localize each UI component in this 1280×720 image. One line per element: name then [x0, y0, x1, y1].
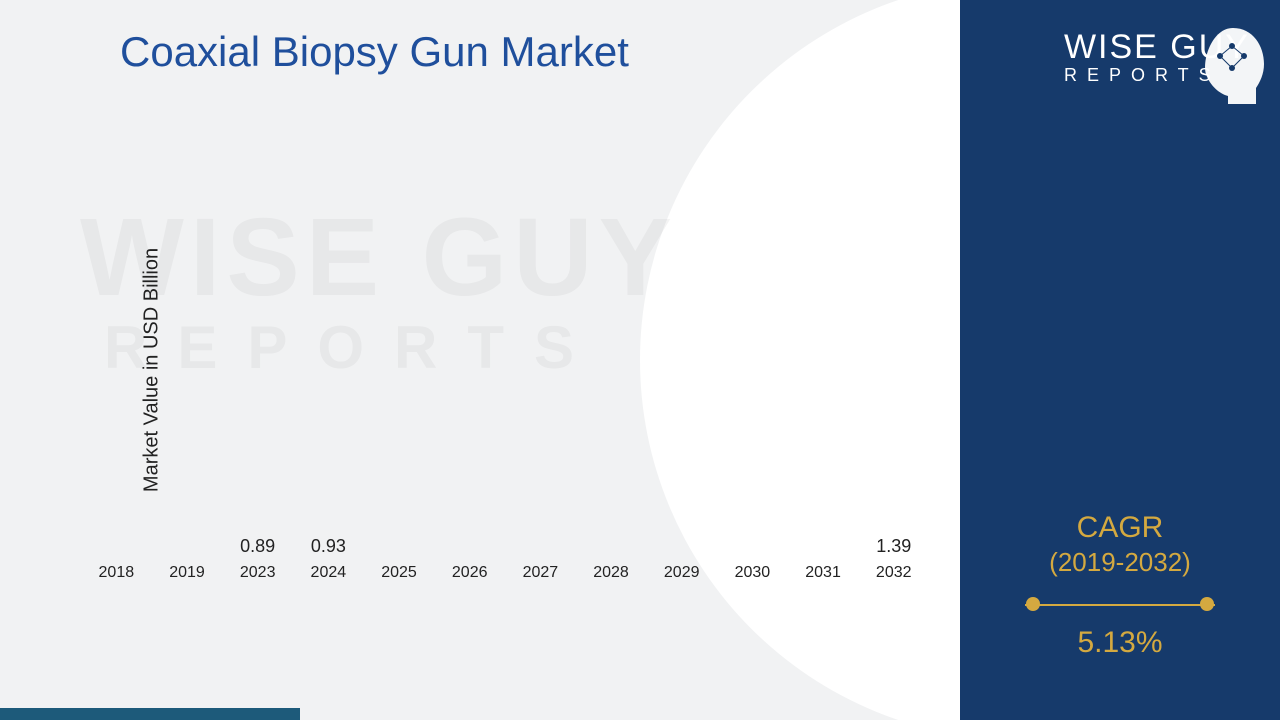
cagr-value: 5.13%: [990, 626, 1250, 660]
cagr-range: (2019-2032): [990, 547, 1250, 578]
x-tick-label: 2029: [655, 564, 708, 590]
chart-area: Market Value in USD Billion 0.890.931.39…: [40, 150, 920, 590]
cagr-label: CAGR: [990, 511, 1250, 545]
x-tick-label: 2027: [514, 564, 567, 590]
bar-column: [90, 536, 143, 560]
bar-column: [797, 536, 850, 560]
bottom-accent-bar: [0, 708, 300, 720]
bar-column: [655, 536, 708, 560]
x-tick-label: 2030: [726, 564, 779, 590]
x-tick-label: 2024: [302, 564, 355, 590]
bar-column: 1.39: [867, 536, 920, 560]
x-tick-label: 2018: [90, 564, 143, 590]
x-tick-label: 2028: [585, 564, 638, 590]
bar-value-label: 0.93: [311, 536, 346, 556]
page-root: WISE GUY REPORTS Coaxial Biopsy Gun Mark…: [0, 0, 1280, 720]
cagr-divider: [1025, 592, 1215, 616]
chart-title: Coaxial Biopsy Gun Market: [120, 28, 629, 76]
bar-column: [514, 536, 567, 560]
x-tick-label: 2019: [161, 564, 214, 590]
bar-column: [585, 536, 638, 560]
x-tick-label: 2025: [373, 564, 426, 590]
plot-area: 0.89 0.93 1.39: [90, 150, 920, 560]
x-tick-label: 2032: [867, 564, 920, 590]
bar-value-label: 1.39: [876, 536, 911, 556]
bar-value-label: 0.89: [240, 536, 275, 556]
cagr-box: CAGR (2019-2032) 5.13%: [990, 511, 1250, 660]
x-tick-label: 2026: [443, 564, 496, 590]
brand-head-icon: [1198, 26, 1268, 106]
bar-column: [443, 536, 496, 560]
bar-column: [161, 536, 214, 560]
bar-column: [373, 536, 426, 560]
x-tick-label: 2031: [797, 564, 850, 590]
bar-column: 0.89: [231, 536, 284, 560]
x-tick-label: 2023: [231, 564, 284, 590]
bars-container: 0.89 0.93 1.39: [90, 150, 920, 560]
bar-column: [726, 536, 779, 560]
bar-column: 0.93: [302, 536, 355, 560]
x-axis-labels: 2018 2019 2023 2024 2025 2026 2027 2028 2029 2030…: [90, 564, 920, 590]
